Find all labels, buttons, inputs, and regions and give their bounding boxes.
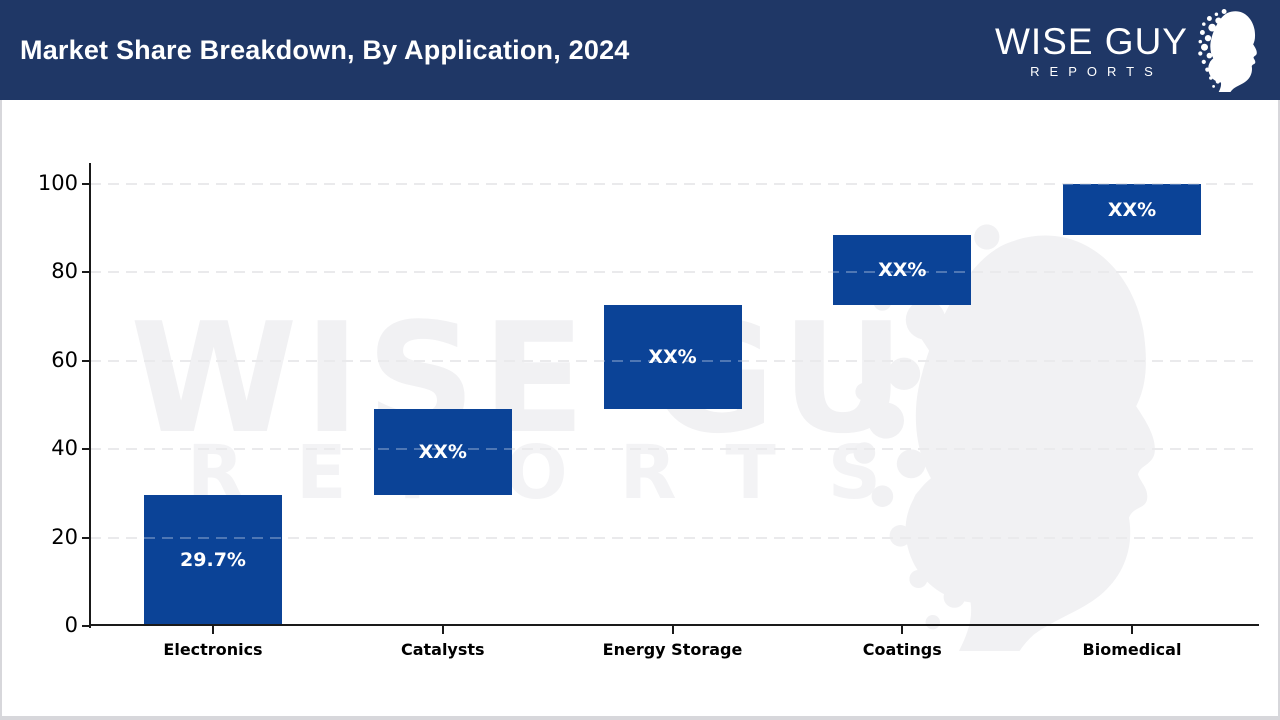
x-label-electronics: Electronics: [163, 640, 263, 659]
bar-value-label-coatings: XX%: [878, 258, 927, 281]
bar-coatings: XX%: [833, 235, 972, 305]
bar-biomedical: XX%: [1063, 184, 1201, 236]
y-tick-label-80: 80: [51, 259, 78, 284]
y-tick-label-0: 0: [64, 613, 78, 637]
x-label-biomedical: Biomedical: [1082, 640, 1182, 659]
gridline-80: [90, 271, 1259, 274]
x-label-catalysts: Catalysts: [400, 640, 485, 659]
bar-value-label-electronics: 29.7%: [180, 549, 246, 572]
y-tick-20: [82, 536, 90, 539]
x-tick-coatings: [901, 626, 904, 634]
y-tick-0: [82, 625, 90, 627]
y-tick-100: [82, 183, 90, 185]
x-tick-energy-storage: [671, 626, 674, 634]
brand-logo-line1: WISE GUY: [994, 20, 1188, 62]
gridline-overlay-60: [90, 359, 1259, 362]
watermark-text-line2: REPORTS: [187, 430, 934, 516]
bar-energy-storage: XX%: [603, 304, 742, 409]
bar-catalysts: XX%: [373, 408, 512, 495]
gridline-overlay-100: [90, 183, 1259, 185]
bar-value-label-energy-storage: XX%: [648, 345, 697, 368]
y-tick-40: [82, 448, 90, 451]
y-tick-80: [82, 271, 90, 274]
x-tick-catalysts: [441, 626, 444, 634]
brand-face-icon: [1192, 8, 1266, 92]
header-bar: Market Share Breakdown, By Application, …: [0, 0, 1280, 100]
gridline-40: [90, 448, 1259, 451]
x-axis-line: [89, 624, 1259, 626]
y-tick-label-100: 100: [37, 171, 78, 195]
brand-logo: WISE GUY REPORTS: [995, 8, 1266, 92]
gridline-overlay-20: [90, 536, 1259, 539]
y-tick-label-20: 20: [51, 524, 78, 549]
x-label-energy-storage: Energy Storage: [602, 640, 743, 659]
bar-value-label-catalysts: XX%: [418, 440, 467, 463]
bar-value-label-biomedical: XX%: [1107, 198, 1157, 221]
gridline-overlay-80: [90, 271, 1259, 274]
watermark-text-line1: WISE GUY: [130, 290, 1027, 467]
gridline-20: [90, 536, 1259, 539]
gridline-100: [90, 183, 1259, 185]
page-title: Market Share Breakdown, By Application, …: [20, 34, 630, 65]
y-axis-line: [89, 163, 91, 628]
gridline-overlay-40: [90, 448, 1259, 451]
brand-logo-text: WISE GUY REPORTS: [994, 20, 1188, 79]
chart-area: WISE GUY REPORTS 0 20 40 60 80 100 29.7% Electr…: [0, 100, 1280, 720]
x-tick-biomedical: [1131, 626, 1133, 634]
brand-logo-line2: REPORTS: [1030, 63, 1163, 79]
x-label-coatings: Coatings: [862, 640, 942, 659]
y-tick-60: [82, 359, 90, 362]
bar-electronics: 29.7%: [144, 494, 282, 626]
y-tick-label-40: 40: [51, 436, 78, 461]
x-tick-electronics: [212, 626, 214, 634]
y-tick-label-60: 60: [51, 347, 78, 372]
